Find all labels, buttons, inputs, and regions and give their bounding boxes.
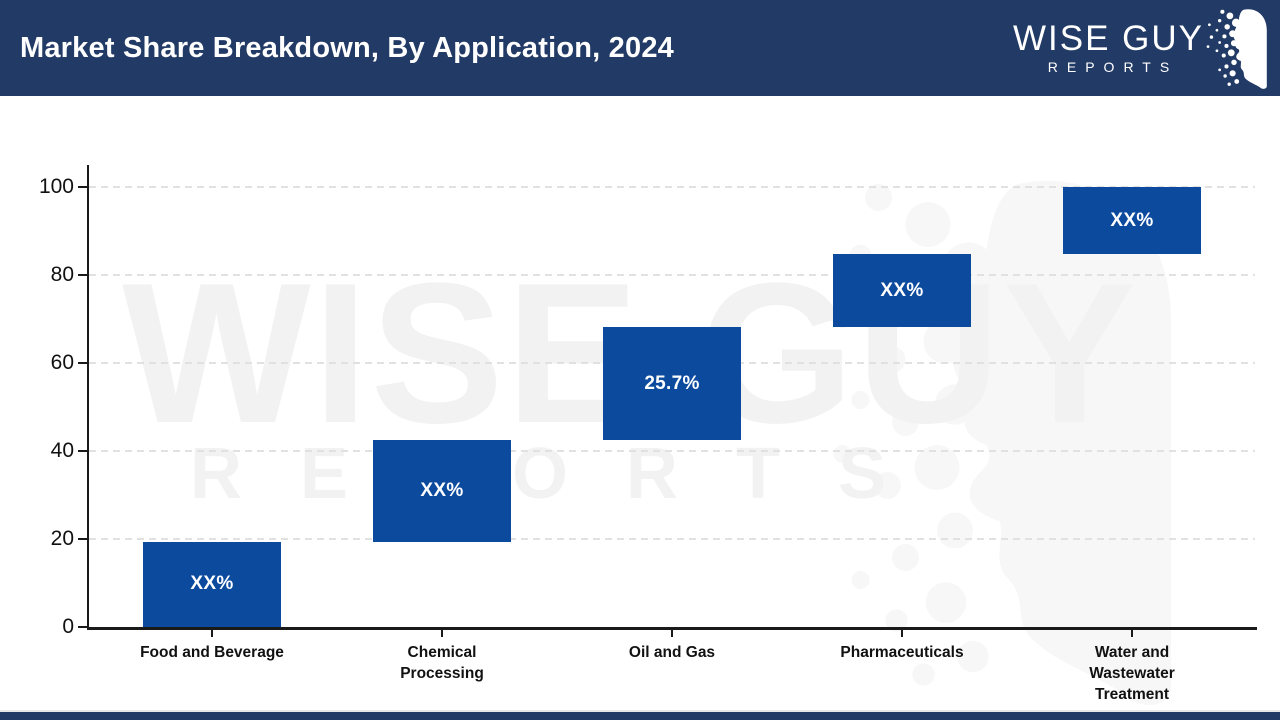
x-category-label-oil-and-gas: Oil and Gas (547, 642, 797, 663)
chart-area: WISE GUY REPORTS XX% XX% 25.7% XX% XX% 0 20 40… (0, 96, 1280, 710)
gridline-20 (89, 538, 1255, 540)
x-tick-mark-water-and-wastewater-treatment (1131, 630, 1133, 637)
y-tick-mark-20 (78, 538, 88, 540)
y-tick-label-0: 0 (62, 615, 74, 638)
bar-oil-and-gas[interactable]: 25.7% (603, 327, 741, 441)
bar-value-label: 25.7% (644, 372, 700, 394)
bar-value-label: XX% (880, 279, 924, 301)
footer-accent-bar (0, 712, 1280, 720)
y-tick-label-100: 100 (38, 175, 74, 198)
x-category-label-pharmaceuticals: Pharmaceuticals (777, 642, 1027, 663)
x-category-label-line: Oil and Gas (628, 644, 716, 661)
footer-divider (0, 710, 1280, 712)
x-category-label-food-and-beverage: Food and Beverage (87, 642, 337, 663)
bar-water-and-wastewater-treatment[interactable]: XX% (1063, 187, 1201, 255)
x-category-label-chemical-processing: Chemical Processing (317, 642, 567, 684)
y-tick-mark-100 (78, 186, 88, 188)
y-tick-label-60: 60 (50, 351, 74, 374)
bar-value-label: XX% (420, 480, 464, 502)
y-tick-mark-0 (78, 626, 88, 628)
chart-title: Market Share Breakdown, By Application, … (20, 31, 674, 64)
bar-value-label: XX% (190, 573, 234, 595)
y-axis-line (87, 165, 89, 630)
x-category-label-line: Wastewater (1089, 665, 1175, 682)
gridline-80 (89, 274, 1255, 276)
bar-value-label: XX% (1110, 209, 1154, 231)
x-category-label-line: Treatment (1094, 686, 1170, 703)
x-category-label-line: Processing (400, 665, 484, 682)
header-bar: Market Share Breakdown, By Application, … (0, 0, 1280, 96)
y-tick-label-40: 40 (50, 439, 74, 462)
y-tick-mark-80 (78, 274, 88, 276)
x-tick-mark-pharmaceuticals (901, 630, 903, 637)
x-axis-line (87, 627, 1257, 630)
y-tick-mark-60 (78, 362, 88, 364)
x-category-label-line: Chemical (407, 644, 477, 661)
x-category-label-water-and-wastewater-treatment: Water and Wastewater Treatment (1007, 642, 1257, 705)
x-category-label-line: Pharmaceuticals (840, 644, 964, 661)
y-tick-label-20: 20 (50, 527, 74, 550)
bar-food-and-beverage[interactable]: XX% (143, 541, 281, 627)
bar-pharmaceuticals[interactable]: XX% (833, 254, 971, 328)
wiseguy-logo: WISE GUY REPORTS (1013, 6, 1270, 90)
x-tick-mark-oil-and-gas (671, 630, 673, 637)
y-tick-mark-40 (78, 450, 88, 452)
x-tick-mark-food-and-beverage (211, 630, 213, 637)
gridline-100 (89, 186, 1255, 188)
x-tick-mark-chemical-processing (441, 630, 443, 637)
logo-wordmark: WISE GUY (1012, 19, 1204, 59)
y-tick-label-80: 80 (50, 263, 74, 286)
dotted-face-icon (1206, 9, 1267, 89)
logo-subtitle: REPORTS (1047, 58, 1179, 75)
gridline-40 (89, 450, 1255, 452)
plot-area: XX% XX% 25.7% XX% XX% (89, 165, 1255, 627)
x-category-label-line: Water and (1094, 644, 1170, 661)
logo-text: WISE GUY REPORTS (1012, 19, 1204, 75)
x-category-label-line: Food and Beverage (140, 644, 284, 661)
bar-chemical-processing[interactable]: XX% (373, 440, 511, 542)
